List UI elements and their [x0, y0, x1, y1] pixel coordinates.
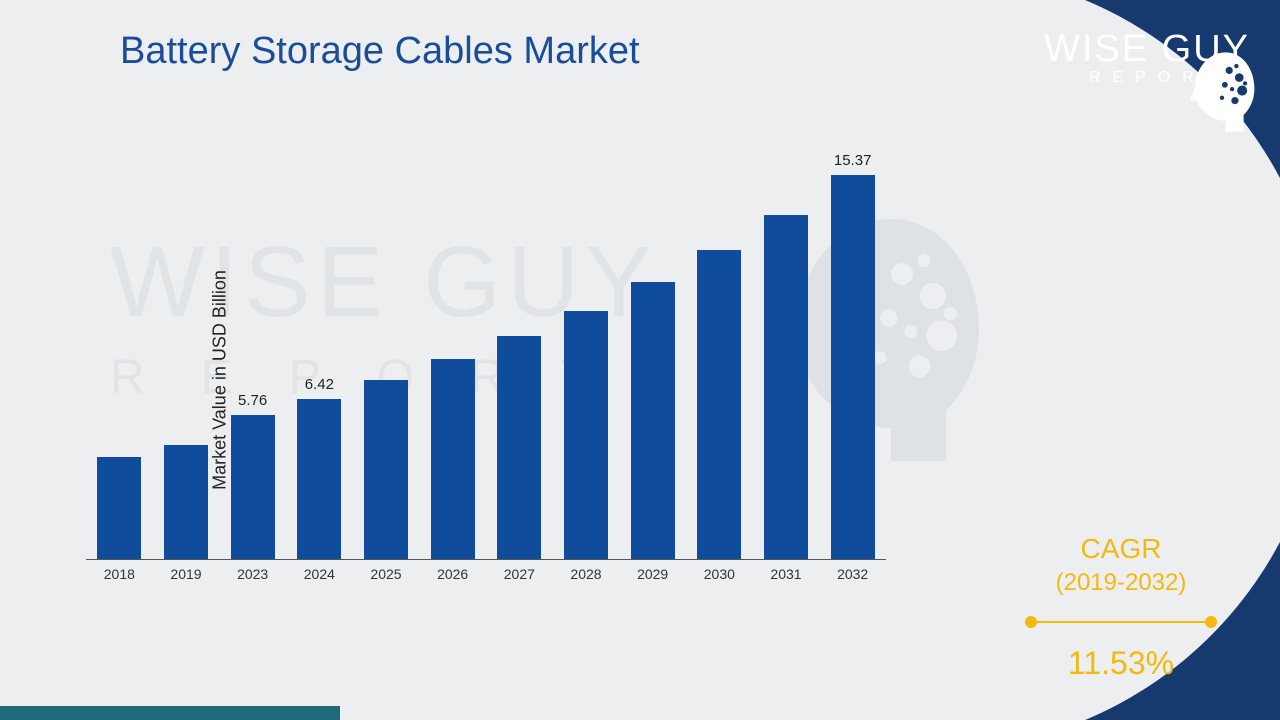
- brand-logo: WISE GUY REPORTS: [990, 28, 1250, 87]
- bar: [564, 311, 608, 559]
- bar-value-label: 5.76: [223, 392, 283, 409]
- x-tick-label: 2030: [704, 566, 735, 582]
- cagr-value: 11.53%: [996, 645, 1246, 682]
- bar: [231, 415, 275, 559]
- footer-accent-bar: [0, 706, 340, 720]
- bar: [831, 175, 875, 559]
- x-tick-label: 2023: [237, 566, 268, 582]
- x-tick-label: 2027: [504, 566, 535, 582]
- bar: [764, 215, 808, 560]
- cagr-title: CAGR: [996, 533, 1246, 565]
- bar: [431, 359, 475, 559]
- x-tick-label: 2032: [837, 566, 868, 582]
- x-tick-label: 2018: [104, 566, 135, 582]
- x-tick-label: 2026: [437, 566, 468, 582]
- bar: [631, 282, 675, 559]
- bar-plot: 5.766.4215.37: [86, 160, 886, 560]
- x-tick-label: 2029: [637, 566, 668, 582]
- cagr-range: (2019-2032): [996, 569, 1246, 597]
- infographic-canvas: WISE GUY REPORTS Battery Storage Cables …: [0, 0, 1280, 720]
- cagr-block: CAGR (2019-2032) 11.53%: [996, 533, 1246, 682]
- bar: [297, 399, 341, 560]
- chart-title: Battery Storage Cables Market: [120, 30, 640, 73]
- bar: [364, 380, 408, 559]
- cagr-divider: [1031, 621, 1211, 623]
- bar: [164, 445, 208, 559]
- x-tick-label: 2028: [570, 566, 601, 582]
- bar-value-label: 6.42: [289, 376, 349, 393]
- x-tick-label: 2025: [370, 566, 401, 582]
- bar: [697, 250, 741, 559]
- bar: [497, 336, 541, 559]
- bar: [97, 457, 141, 560]
- x-tick-label: 2024: [304, 566, 335, 582]
- chart-area: Market Value in USD Billion 5.766.4215.3…: [70, 160, 890, 600]
- x-tick-label: 2031: [770, 566, 801, 582]
- bar-value-label: 15.37: [823, 152, 883, 169]
- logo-head-icon: [1186, 48, 1258, 136]
- x-tick-label: 2019: [170, 566, 201, 582]
